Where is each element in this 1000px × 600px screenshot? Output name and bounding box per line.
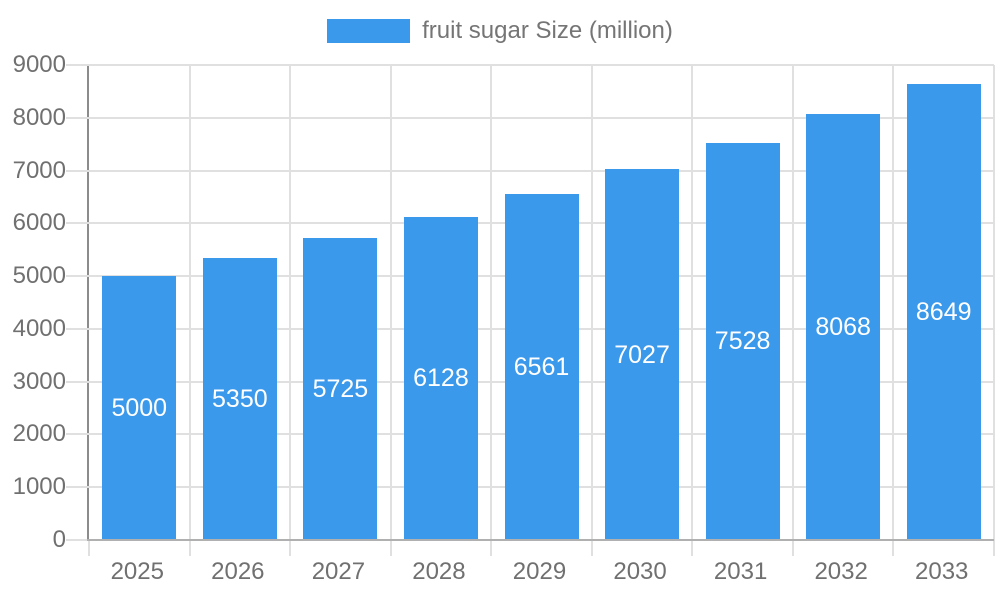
- gridline-horizontal: [66, 64, 994, 66]
- gridline-horizontal: [66, 169, 994, 172]
- x-axis-tick: [88, 540, 90, 556]
- x-axis-tick: [892, 540, 895, 556]
- x-axis-tick-label: 2026: [211, 558, 265, 585]
- gridline-vertical: [188, 65, 191, 540]
- y-axis-tick-label: 9000: [12, 51, 66, 78]
- bar[interactable]: [303, 237, 378, 540]
- bar-value-label: 7027: [614, 340, 670, 369]
- x-axis-tick-label: 2028: [412, 558, 466, 585]
- y-axis-tick-label: 3000: [12, 367, 66, 395]
- bar[interactable]: [504, 193, 579, 540]
- bar[interactable]: [906, 83, 981, 540]
- x-axis-tick: [289, 540, 292, 556]
- x-axis-tick: [590, 540, 593, 556]
- bar-value-label: 7528: [714, 327, 771, 356]
- x-axis-tick: [691, 540, 694, 556]
- x-axis-tick: [490, 540, 493, 556]
- bar[interactable]: [102, 276, 177, 540]
- y-axis-tick-label: 6000: [12, 209, 66, 237]
- y-axis-tick-label: 7000: [12, 156, 66, 184]
- x-axis-tick-label: 2025: [110, 558, 164, 585]
- gridline-vertical: [791, 65, 794, 540]
- y-axis-tick-label: 0: [52, 526, 66, 553]
- chart-legend[interactable]: fruit sugar Size (million): [0, 12, 1000, 50]
- bar-value-label: 6561: [513, 352, 570, 381]
- legend-color-swatch: [327, 19, 411, 43]
- y-axis-tick-label: 5000: [12, 262, 66, 290]
- y-axis-tick-label: 2000: [12, 420, 66, 448]
- gridline-vertical: [490, 65, 493, 540]
- x-axis-tick-label: 2029: [512, 558, 567, 585]
- gridline-vertical: [691, 65, 694, 540]
- gridline-vertical: [289, 65, 292, 540]
- bar[interactable]: [806, 114, 881, 540]
- bar-value-label: 8068: [815, 313, 871, 342]
- gridline-vertical: [892, 65, 895, 540]
- y-axis-tick-label: 1000: [12, 473, 66, 501]
- x-axis-tick-label: 2032: [814, 558, 868, 585]
- x-axis-tick-label: 2027: [311, 558, 366, 585]
- gridline-vertical: [389, 65, 392, 540]
- bar-value-label: 5350: [212, 384, 268, 413]
- gridline-vertical: [993, 65, 995, 540]
- y-axis-tick-label: 4000: [12, 314, 66, 342]
- gridline-horizontal: [66, 116, 994, 119]
- bar-value-label: 6128: [413, 364, 469, 393]
- x-axis-tick-label: 2033: [915, 558, 969, 585]
- bar[interactable]: [605, 169, 680, 540]
- bar-value-label: 8649: [915, 297, 972, 326]
- x-axis-line: [87, 539, 994, 541]
- bar[interactable]: [403, 216, 478, 540]
- bar-value-label: 5725: [312, 374, 369, 403]
- x-axis-tick: [389, 540, 392, 556]
- y-axis-tick: [66, 539, 89, 541]
- x-axis-tick: [791, 540, 794, 556]
- x-axis-tick-label: 2031: [713, 558, 768, 585]
- x-axis-tick-label: 2030: [613, 558, 667, 585]
- bar[interactable]: [202, 257, 277, 540]
- bar[interactable]: [705, 142, 780, 540]
- x-axis-tick: [188, 540, 191, 556]
- x-axis-tick: [993, 540, 995, 556]
- legend-series-label: fruit sugar Size (million): [422, 17, 673, 44]
- bar-value-label: 5000: [111, 394, 168, 423]
- plot-area: 5000 5350 5725 6128 6561 7027 7528 8068 8649: [66, 64, 995, 556]
- gridline-vertical: [590, 65, 593, 540]
- y-axis-tick-label: 8000: [12, 103, 66, 131]
